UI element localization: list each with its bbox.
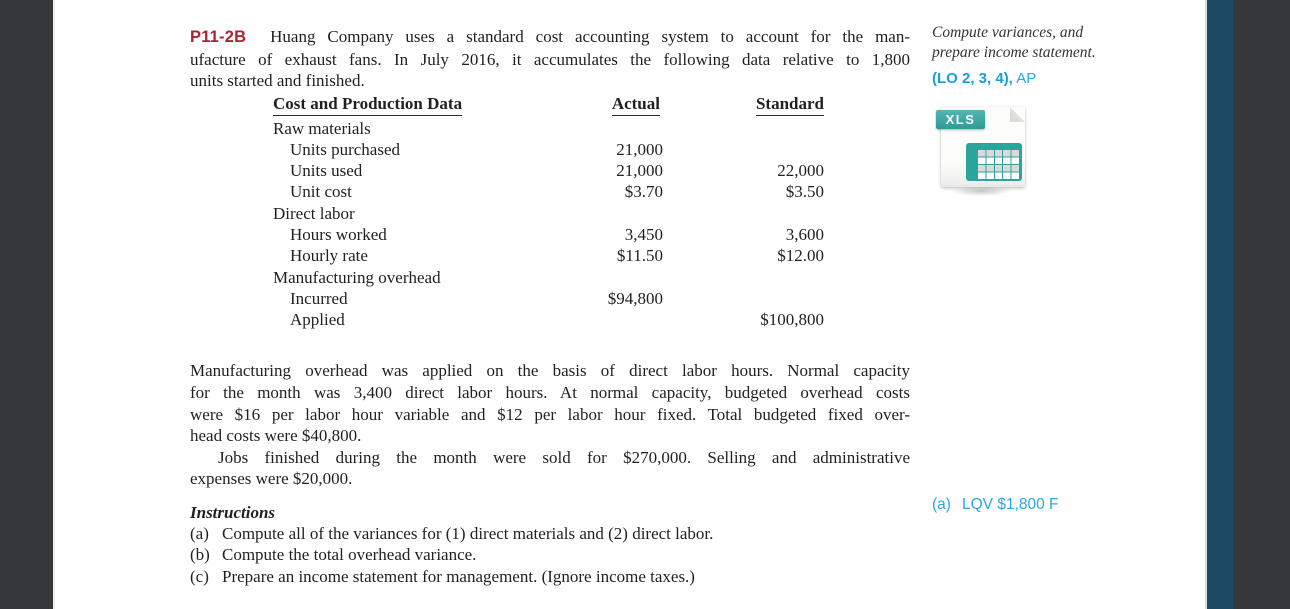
standard-value — [663, 116, 824, 139]
objective-line: prepare income statement. — [932, 44, 1096, 61]
lo-numbers: (LO 2, 3, 4), — [932, 70, 1013, 87]
instructions-section: Instructions (a) Compute all of the varia… — [190, 502, 910, 587]
problem-intro: P11-2B Huang Company uses a standard cos… — [190, 26, 910, 92]
page-background — [53, 0, 1205, 609]
intro-line: units started and finished. — [190, 71, 365, 90]
lo-difficulty: AP — [1016, 70, 1037, 87]
column-header-standard: Standard — [663, 94, 824, 116]
row-label: Unit cost — [290, 182, 352, 202]
problem-number: P11-2B — [190, 28, 247, 46]
row-label: Raw materials — [273, 118, 371, 138]
actual-value: $11.50 — [616, 246, 663, 266]
standard-value — [663, 139, 824, 160]
spreadsheet-grid-icon — [966, 143, 1022, 181]
intro-line: P11-2B Huang Company uses a standard cos… — [190, 26, 910, 49]
row-label: Hours worked — [290, 224, 387, 244]
actual-value — [583, 203, 663, 224]
actual-value: 3,450 — [624, 224, 663, 244]
body-line: head costs were $40,800. — [190, 426, 362, 446]
page-edge-accent-bar — [1205, 0, 1233, 609]
body-line: Jobs finished during the month were sold… — [218, 447, 910, 467]
instructions-heading: Instructions — [190, 503, 276, 523]
item-text: Prepare an income statement for manageme… — [222, 566, 695, 586]
learning-objective-note: Compute variances, and prepare income st… — [932, 23, 1157, 63]
row-label: Applied — [290, 310, 345, 330]
item-text: Compute the total overhead variance. — [222, 545, 477, 565]
standard-value: $12.00 — [777, 246, 824, 266]
folded-corner-flap — [1010, 107, 1025, 122]
main-text-column: P11-2B Huang Company uses a standard cos… — [190, 0, 910, 587]
body-line: for the month was 3,400 direct labor hou… — [190, 383, 910, 403]
row-label: Hourly rate — [290, 246, 368, 266]
item-marker: (a) — [190, 524, 209, 544]
actual-value: $94,800 — [607, 288, 663, 308]
body-line: were $16 per labor hour variable and $12… — [190, 404, 910, 424]
table-header-row: Cost and Production Data Actual Standard — [273, 94, 824, 116]
spreadsheet-cells — [978, 150, 1020, 179]
actual-value — [583, 267, 663, 288]
actual-value: $3.70 — [624, 182, 663, 202]
standard-value: 22,000 — [777, 161, 824, 181]
item-text: Compute all of the variances for (1) dir… — [222, 524, 714, 544]
standard-value: $100,800 — [760, 310, 824, 330]
item-marker: (c) — [190, 566, 209, 586]
actual-value — [583, 309, 663, 330]
intro-text: Huang Company uses a standard cost accou… — [270, 27, 910, 46]
table-row: Applied $100,800 — [273, 309, 824, 330]
cost-and-production-table: Cost and Production Data Actual Standard… — [273, 94, 824, 331]
learning-objective-tag: (LO 2, 3, 4), AP — [932, 70, 1157, 87]
row-label: Incurred — [290, 288, 348, 308]
check-figure-marker: (a) — [932, 496, 951, 513]
table-row: Direct labor — [273, 203, 824, 224]
icon-shadow — [937, 184, 1025, 198]
table-row: Hours worked 3,450 3,600 — [273, 224, 824, 245]
table-row: Units purchased 21,000 — [273, 139, 824, 160]
margin-notes-column: Compute variances, and prepare income st… — [932, 0, 1157, 87]
row-label: Manufacturing overhead — [273, 267, 441, 287]
instruction-item: (c) Prepare an income statement for manag… — [190, 566, 910, 587]
xls-badge-label: XLS — [936, 110, 985, 129]
instruction-item: (b) Compute the total overhead variance. — [190, 544, 910, 565]
table-row: Manufacturing overhead — [273, 267, 824, 288]
actual-value: 21,000 — [616, 161, 663, 181]
table-row: Units used 21,000 22,000 — [273, 160, 824, 181]
body-line: Manufacturing overhead was applied on th… — [190, 361, 910, 381]
row-label: Units purchased — [290, 139, 401, 159]
column-header-cost-data: Cost and Production Data — [273, 94, 583, 116]
xls-spreadsheet-icon[interactable]: XLS — [933, 104, 1033, 204]
standard-value — [663, 288, 824, 309]
check-figure-text: LQV $1,800 F — [962, 496, 1059, 513]
check-figure-hint: (a) LQV $1,800 F — [932, 496, 1059, 514]
actual-value: 21,000 — [616, 139, 663, 159]
objective-line: Compute variances, and — [932, 24, 1084, 41]
standard-value: 3,600 — [785, 224, 824, 244]
standard-value — [663, 267, 824, 288]
actual-value — [583, 116, 663, 139]
table-row: Incurred $94,800 — [273, 288, 824, 309]
table-row: Unit cost $3.70 $3.50 — [273, 181, 824, 202]
intro-line: ufacture of exhaust fans. In July 2016, … — [190, 49, 910, 69]
table-row: Raw materials — [273, 116, 824, 139]
row-label: Units used — [290, 161, 363, 181]
problem-body-text: Manufacturing overhead was applied on th… — [190, 360, 910, 490]
table-row: Hourly rate $11.50 $12.00 — [273, 245, 824, 266]
standard-value: $3.50 — [785, 182, 824, 202]
column-header-actual: Actual — [583, 94, 663, 116]
item-marker: (b) — [190, 545, 210, 565]
instruction-item: (a) Compute all of the variances for (1) … — [190, 523, 910, 544]
row-label: Direct labor — [273, 203, 355, 223]
standard-value — [663, 203, 824, 224]
body-line: expenses were $20,000. — [190, 469, 353, 489]
